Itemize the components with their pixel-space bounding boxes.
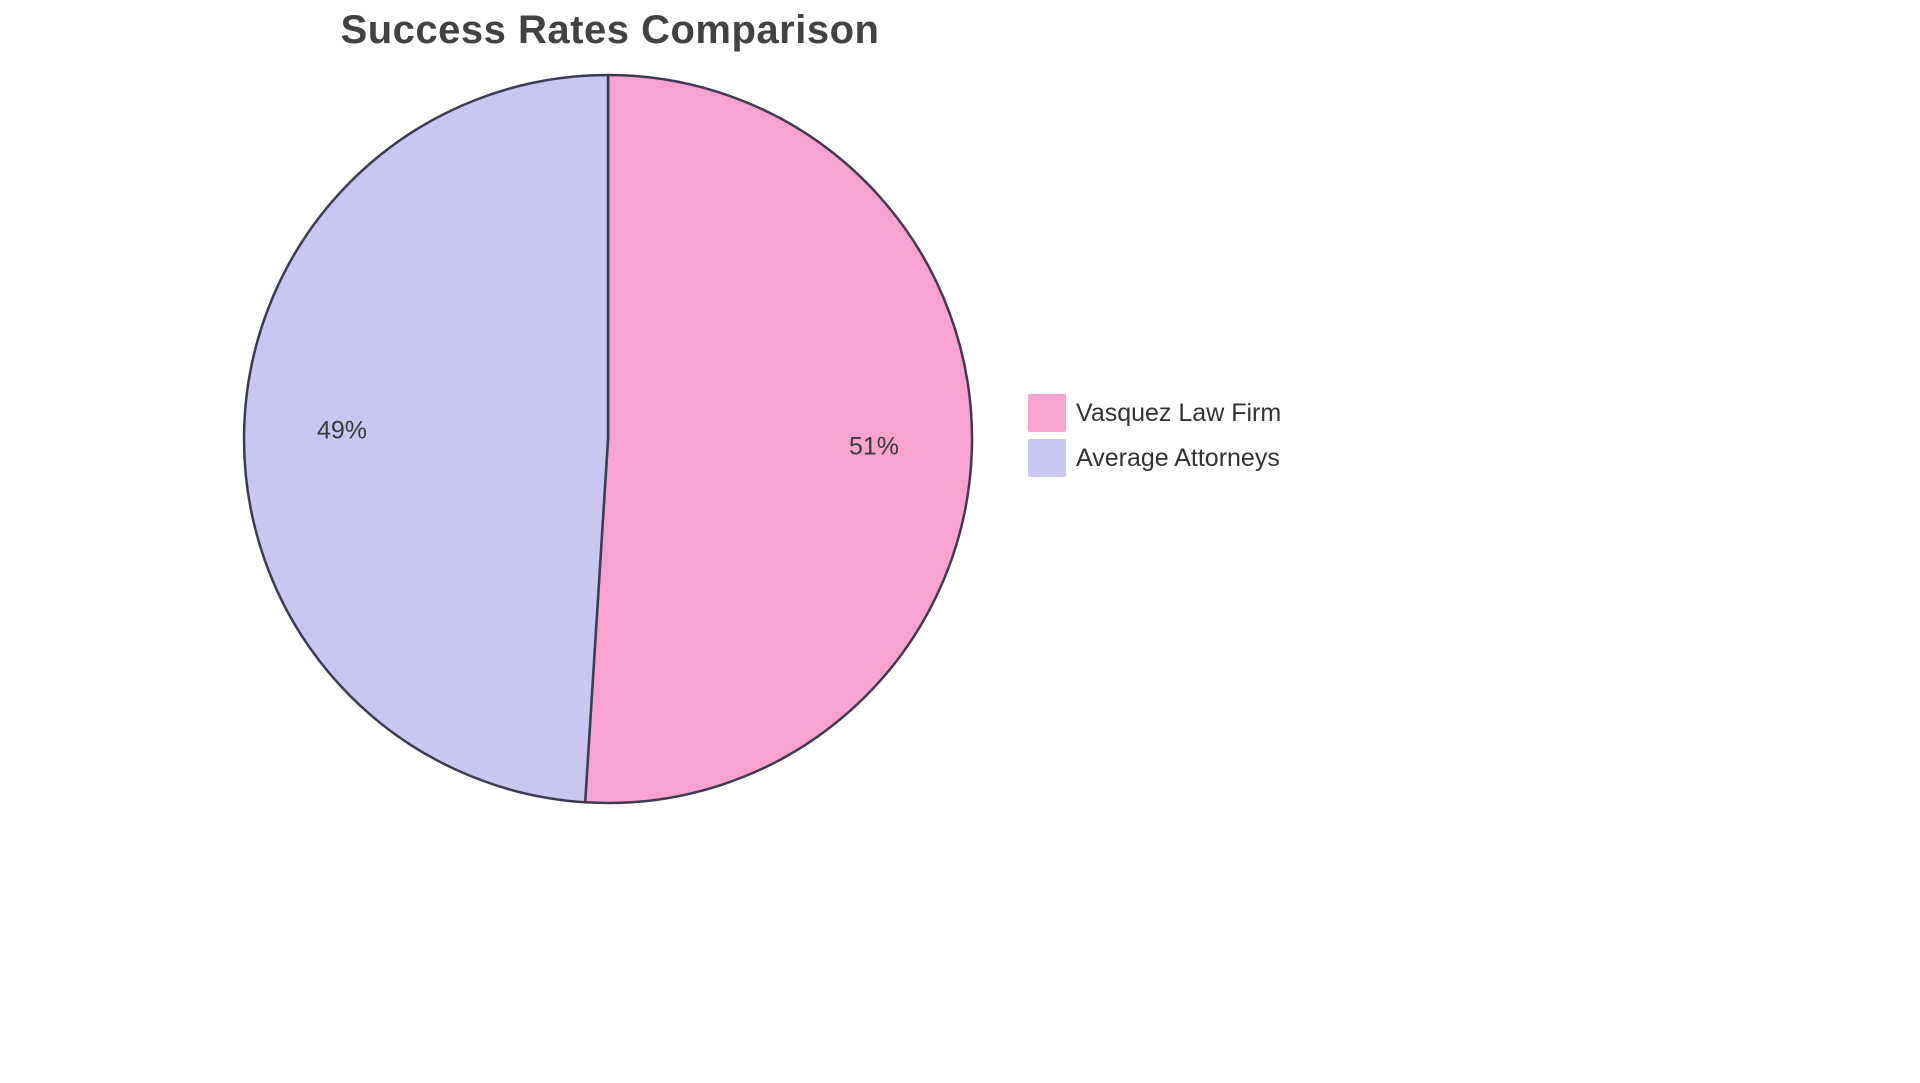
legend: Vasquez Law Firm Average Attorneys <box>1028 394 1281 477</box>
legend-swatch <box>1028 394 1066 432</box>
legend-item: Average Attorneys <box>1028 439 1281 477</box>
legend-label: Vasquez Law Firm <box>1076 398 1282 427</box>
legend-label: Average Attorneys <box>1076 443 1280 472</box>
legend-swatch <box>1028 439 1066 477</box>
chart-title: Success Rates Comparison <box>340 8 880 52</box>
slice-label: 49% <box>316 416 368 445</box>
legend-item: Vasquez Law Firm <box>1028 394 1281 432</box>
pie-slice <box>242 73 610 804</box>
pie-slice <box>583 73 974 805</box>
slice-label: 51% <box>848 432 900 461</box>
